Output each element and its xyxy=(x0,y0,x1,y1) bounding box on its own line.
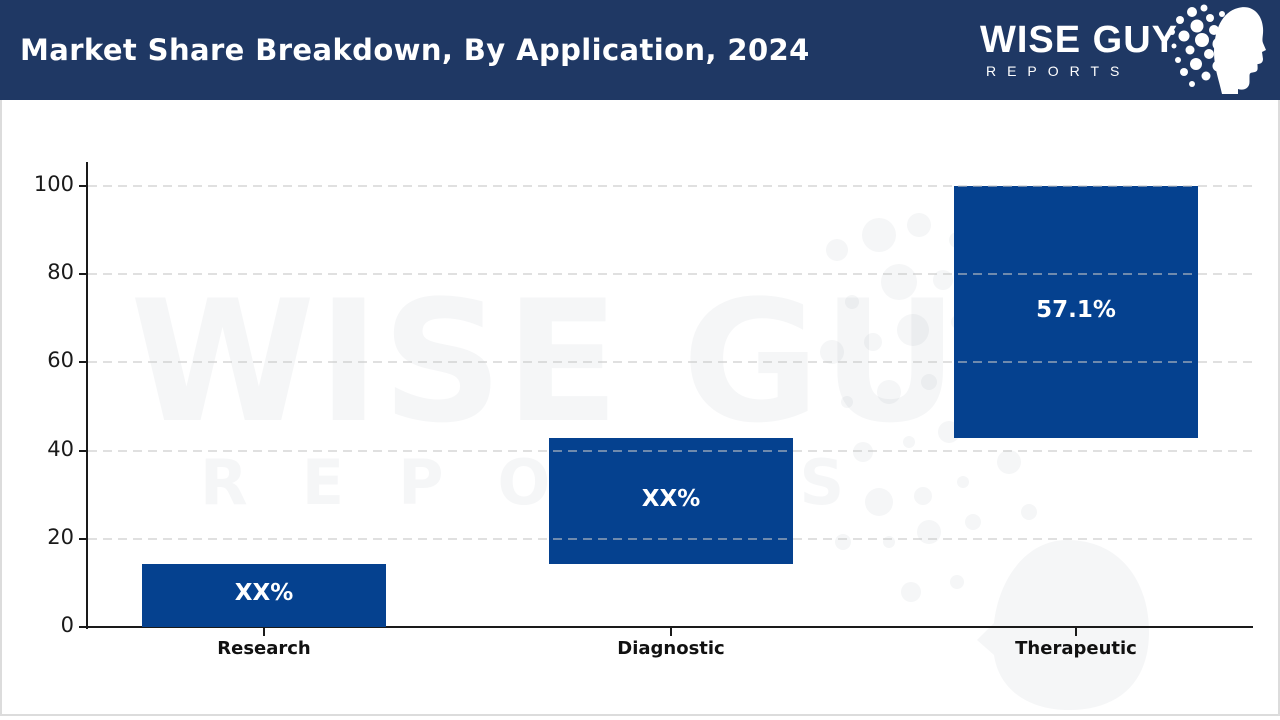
logo-text: WISE GUY REPORTS xyxy=(980,21,1178,79)
bar-diagnostic xyxy=(549,437,793,564)
gridline-40 xyxy=(88,449,1253,452)
y-tickmark-20 xyxy=(79,537,88,540)
logo-subtitle: REPORTS xyxy=(985,63,1131,79)
bar-research xyxy=(142,563,386,627)
y-tickmark-40 xyxy=(79,449,88,452)
bar-label-research: XX% xyxy=(234,580,294,607)
y-tickmark-100 xyxy=(79,185,88,187)
y-tick-label-60: 60 xyxy=(47,348,74,373)
y-tickmark-60 xyxy=(79,361,88,364)
x-category-label-research: Research xyxy=(217,638,311,659)
x-category-label-diagnostic: Diagnostic xyxy=(617,638,725,659)
gridline-60 xyxy=(88,361,1253,364)
x-tickmark-research xyxy=(263,628,265,636)
y-tick-label-80: 80 xyxy=(47,260,74,285)
x-axis-spine xyxy=(86,626,1253,628)
bar-therapeutic xyxy=(954,186,1198,438)
x-tickmark-therapeutic xyxy=(1075,628,1077,636)
x-category-label-therapeutic: Therapeutic xyxy=(1015,638,1137,659)
x-tickmark-diagnostic xyxy=(670,628,672,636)
y-tick-label-100: 100 xyxy=(33,172,74,196)
wise-guy-reports-logo: WISE GUY REPORTS xyxy=(980,2,1266,98)
gridline-100 xyxy=(88,185,1253,187)
logo-face-icon xyxy=(1164,2,1266,98)
bar-label-diagnostic: XX% xyxy=(641,485,701,512)
header-bar: Market Share Breakdown, By Application, … xyxy=(0,0,1280,100)
gridline-20 xyxy=(88,537,1253,540)
bar-label-therapeutic: 57.1% xyxy=(1036,296,1116,323)
y-tickmark-0 xyxy=(79,626,88,628)
y-tick-label-20: 20 xyxy=(47,524,74,549)
gridline-80 xyxy=(88,273,1253,276)
page-title: Market Share Breakdown, By Application, … xyxy=(20,33,810,67)
y-tick-label-0: 0 xyxy=(60,613,74,637)
logo-wordmark: WISE GUY xyxy=(979,19,1178,61)
y-tick-label-40: 40 xyxy=(47,436,74,461)
y-axis-spine xyxy=(86,162,88,629)
y-tickmark-80 xyxy=(79,273,88,276)
